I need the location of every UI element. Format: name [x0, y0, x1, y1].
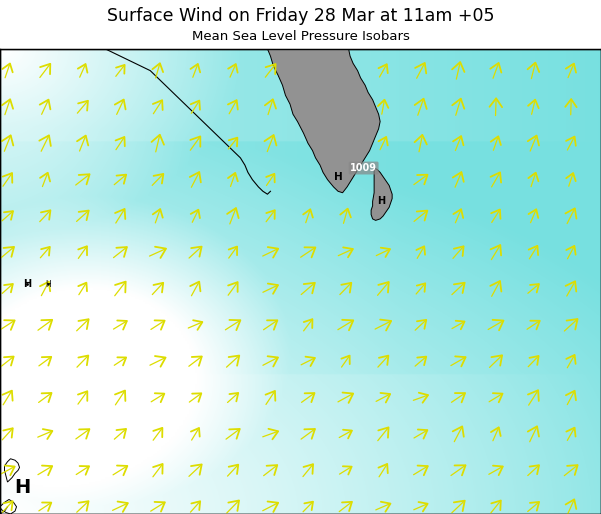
Text: H: H — [14, 479, 31, 498]
Text: H: H — [334, 172, 343, 182]
Polygon shape — [371, 168, 392, 221]
Text: 1009: 1009 — [350, 163, 377, 173]
Text: Mean Sea Level Pressure Isobars: Mean Sea Level Pressure Isobars — [192, 30, 409, 43]
Polygon shape — [4, 459, 20, 482]
Text: Surface Wind on Friday 28 Mar at 11am +05: Surface Wind on Friday 28 Mar at 11am +0… — [107, 7, 494, 25]
Text: H: H — [377, 196, 386, 207]
Polygon shape — [267, 49, 380, 193]
Text: H: H — [23, 279, 31, 289]
Polygon shape — [0, 500, 17, 514]
Text: H: H — [45, 280, 51, 289]
